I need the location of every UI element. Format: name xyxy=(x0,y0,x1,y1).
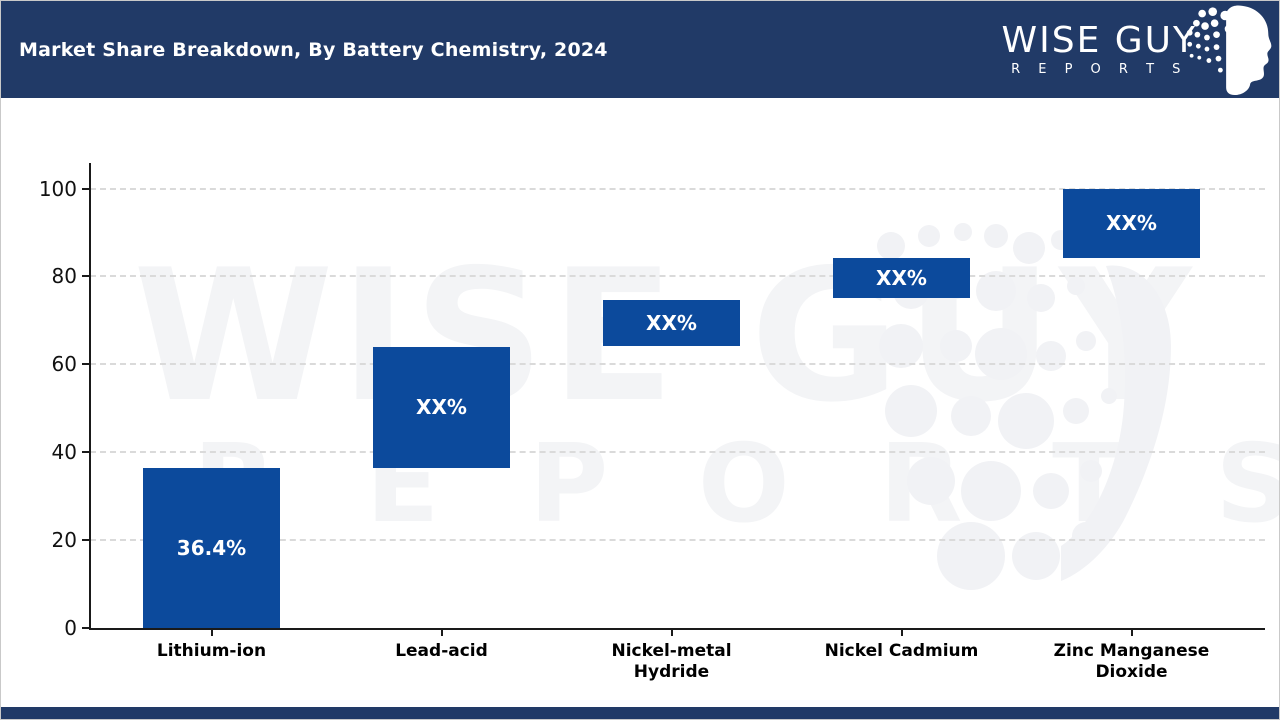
bar-lithium-ion: 36.4% xyxy=(143,468,280,628)
bar-lead-acid: XX% xyxy=(373,346,510,468)
gridline-20 xyxy=(90,539,1265,542)
chart-title: Market Share Breakdown, By Battery Chemi… xyxy=(19,38,608,61)
bar-value-label: XX% xyxy=(646,310,697,335)
x-category-label: Lithium-ion xyxy=(92,641,332,662)
gridline-100 xyxy=(90,187,1265,190)
x-category-label: Nickel-metal Hydride xyxy=(552,641,792,683)
bar-zinc-manganese-dioxide: XX% xyxy=(1063,188,1200,258)
bar-nickel-metal-hydride: XX% xyxy=(603,299,740,347)
bar-value-label: 36.4% xyxy=(176,536,247,560)
header-bar: Market Share Breakdown, By Battery Chemi… xyxy=(1,1,1279,98)
x-tick-mark xyxy=(1130,630,1133,636)
y-tick-label: 80 xyxy=(51,264,77,289)
bar-value-label: XX% xyxy=(416,395,467,420)
y-tick-mark xyxy=(82,187,90,190)
bar-value-label: XX% xyxy=(1106,211,1157,235)
y-tick-label: 60 xyxy=(51,352,77,377)
y-axis-line xyxy=(89,163,91,630)
x-category-label: Lead-acid xyxy=(322,641,562,662)
y-tick-label: 20 xyxy=(51,528,77,553)
x-category-label-line: Nickel-metal xyxy=(611,641,732,661)
wise-guy-logo: WISE GUY R E P O R T S xyxy=(1002,5,1276,96)
x-tick-mark xyxy=(670,630,673,636)
x-category-label-line: Zinc Manganese xyxy=(1053,641,1210,661)
x-category-label-line: Dioxide xyxy=(1095,662,1168,682)
y-tick-label: 40 xyxy=(51,440,77,465)
y-tick-mark xyxy=(82,627,90,629)
logo-head-icon xyxy=(1186,5,1272,96)
x-tick-mark xyxy=(900,630,903,636)
y-tick-mark xyxy=(82,363,90,366)
x-category-label-line: Lithium-ion xyxy=(156,641,267,661)
watermark-head-dots xyxy=(877,223,1171,590)
x-category-label: Nickel Cadmium xyxy=(782,641,1022,662)
y-tick-label: 100 xyxy=(38,176,77,201)
logo-line1: WISE GUY xyxy=(1001,20,1197,61)
x-category-label-line: Hydride xyxy=(633,662,710,682)
footer-bar xyxy=(1,707,1279,719)
gridline-80 xyxy=(90,275,1265,278)
logo-line2: R E P O R T S xyxy=(1011,62,1188,77)
bar-nickel-cadmium: XX% xyxy=(833,258,970,299)
y-tick-label: 0 xyxy=(64,616,77,640)
x-tick-mark xyxy=(440,630,443,636)
y-tick-mark xyxy=(82,539,90,542)
logo-wordmark: WISE GUY R E P O R T S xyxy=(1002,22,1198,78)
x-category-label-line: Lead-acid xyxy=(395,641,488,661)
y-tick-mark xyxy=(82,451,90,454)
gridline-60 xyxy=(90,363,1265,366)
x-axis-line xyxy=(89,628,1265,630)
bar-value-label: XX% xyxy=(876,266,927,291)
y-tick-mark xyxy=(82,275,90,278)
gridline-40 xyxy=(90,451,1265,454)
x-category-label: Zinc Manganese Dioxide xyxy=(1012,641,1252,683)
x-category-label-line: Nickel Cadmium xyxy=(824,641,979,661)
x-tick-mark xyxy=(210,630,213,636)
